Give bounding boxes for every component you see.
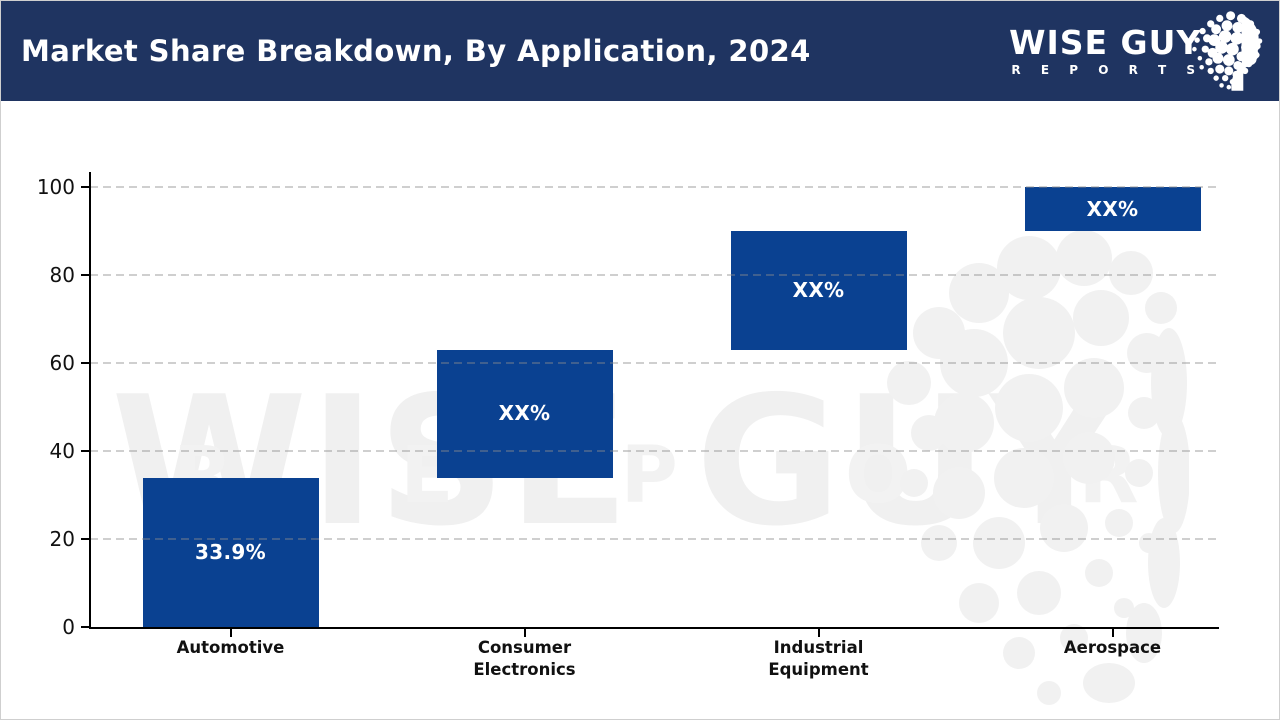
brand-logo: WISE GUY R E P O R T S	[1007, 11, 1265, 91]
gridline-100	[90, 186, 1219, 188]
x-category-line: Consumer	[477, 638, 572, 657]
gridline-40	[90, 450, 1219, 452]
bar-value-label-automotive: 33.9%	[195, 539, 266, 564]
bar-industrial-equipment	[730, 231, 907, 350]
y-tick-label-60: 60	[49, 351, 75, 375]
y-tick-label-40: 40	[49, 439, 75, 463]
y-tick-mark	[81, 626, 90, 628]
x-category-line: Industrial	[773, 638, 864, 657]
x-category-line: Automotive	[176, 638, 285, 657]
brand-subtitle: R E P O R T S	[1011, 62, 1203, 77]
header-bar: Market Share Breakdown, By Application, …	[1, 1, 1279, 101]
bar-aerospace	[1024, 187, 1201, 231]
y-tick-mark	[81, 186, 90, 188]
y-tick-label-100: 100	[36, 175, 75, 199]
x-category-line: Electronics	[473, 659, 576, 679]
y-tick-mark	[81, 538, 90, 540]
y-tick-label-0: 0	[62, 615, 75, 639]
x-tick-mark-consumer-electronics	[523, 629, 526, 637]
x-tick-mark-industrial-equipment	[817, 629, 820, 637]
x-category-line: Equipment	[768, 659, 869, 679]
x-category-label-consumer-electronics: Consumer Electronics	[415, 637, 635, 680]
x-tick-mark-automotive	[229, 629, 232, 637]
y-tick-mark	[81, 274, 90, 276]
gridline-80	[90, 274, 1219, 276]
y-tick-label-20: 20	[49, 527, 75, 551]
brand-logo-text: WISE GUY R E P O R T S	[1007, 22, 1203, 77]
y-axis-line	[89, 172, 91, 629]
page-title: Market Share Breakdown, By Application, …	[21, 34, 811, 68]
x-category-label-aerospace: Aerospace	[1003, 637, 1223, 659]
y-tick-label-80: 80	[49, 263, 75, 287]
x-category-label-industrial-equipment: Industrial Equipment	[709, 637, 929, 680]
bar-consumer-electronics	[436, 349, 613, 478]
x-category-line: Aerospace	[1063, 638, 1162, 657]
watermark-head-icon	[887, 230, 1189, 705]
brand-name: WISE GUY	[1009, 22, 1202, 62]
gridline-20	[90, 538, 1219, 540]
x-tick-mark-aerospace	[1111, 629, 1114, 637]
bar-value-label-industrial-equipment: XX%	[792, 277, 845, 302]
bar-automotive	[142, 477, 319, 627]
plot-area: WISE GUY R E P O R T S	[1, 101, 1279, 719]
y-tick-mark	[81, 450, 90, 452]
x-category-label-automotive: Automotive	[121, 637, 341, 659]
bar-value-label-consumer-electronics: XX%	[498, 401, 551, 426]
y-tick-mark	[81, 362, 90, 364]
gridline-60	[90, 362, 1219, 364]
bar-value-label-aerospace: XX%	[1086, 196, 1139, 221]
dotted-head-icon	[1192, 11, 1263, 91]
x-axis-line	[89, 627, 1219, 629]
